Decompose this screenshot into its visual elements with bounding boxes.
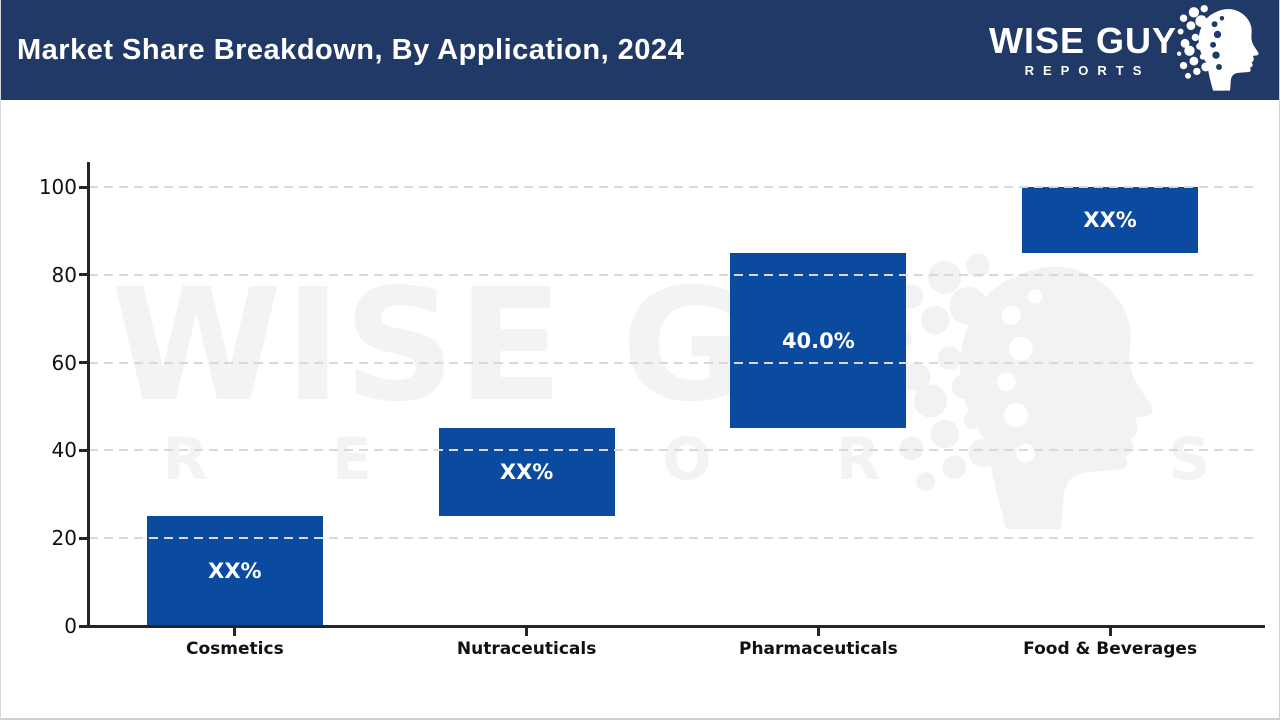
logo-text: WISE GUY REPORTS [988,19,1177,78]
y-tick-label-40: 40 [51,438,77,463]
x-tick-3 [1108,628,1112,636]
y-tick-0 [79,624,88,628]
logo-wordmark: WISE GUY [988,19,1177,61]
y-tick-label-100: 100 [38,175,77,199]
bar-food-beverages: XX% [1022,187,1199,253]
x-tick-2 [816,628,820,636]
bar-pharmaceuticals: 40.0% [730,252,907,429]
y-tick-label-20: 20 [51,526,77,551]
bar-value-label: XX% [499,460,554,485]
y-tick-label-60: 60 [51,350,77,375]
y-tick-40 [79,448,88,452]
page-title: Market Share Breakdown, By Application, … [17,33,685,66]
y-tick-60 [79,361,88,365]
logo-subtitle: REPORTS [1024,62,1151,78]
y-tick-20 [79,536,88,540]
y-tick-100 [79,185,88,189]
x-axis-line [87,625,1265,628]
watermark-head-icon [890,253,1153,530]
category-label-3: Food & Beverages [1023,639,1198,659]
gridline-60 [89,361,1256,364]
x-tick-0 [233,628,237,636]
category-label-0: Cosmetics [186,639,284,659]
gridline-100 [89,186,1256,188]
y-tick-label-80: 80 [51,262,77,287]
x-tick-1 [525,628,529,636]
category-label-1: Nutraceuticals [456,639,597,659]
category-label-2: Pharmaceuticals [738,639,898,659]
y-tick-label-0: 0 [64,614,77,638]
bar-value-label: XX% [1083,207,1137,232]
gridline-80 [89,273,1256,276]
wise-guy-reports-logo: WISE GUY REPORTS [988,2,1279,98]
header-bar: Market Share Breakdown, By Application, … [1,0,1279,100]
bar-value-label: XX% [208,559,262,584]
gridline-20 [89,537,1256,540]
gridline-40 [89,449,1256,452]
y-tick-80 [79,273,88,277]
bar-cosmetics: XX% [146,516,323,626]
y-axis-line [87,162,90,627]
logo-head-icon [1176,4,1259,91]
bar-value-label: 40.0% [781,328,855,353]
bar-nutraceuticals: XX% [438,428,615,517]
